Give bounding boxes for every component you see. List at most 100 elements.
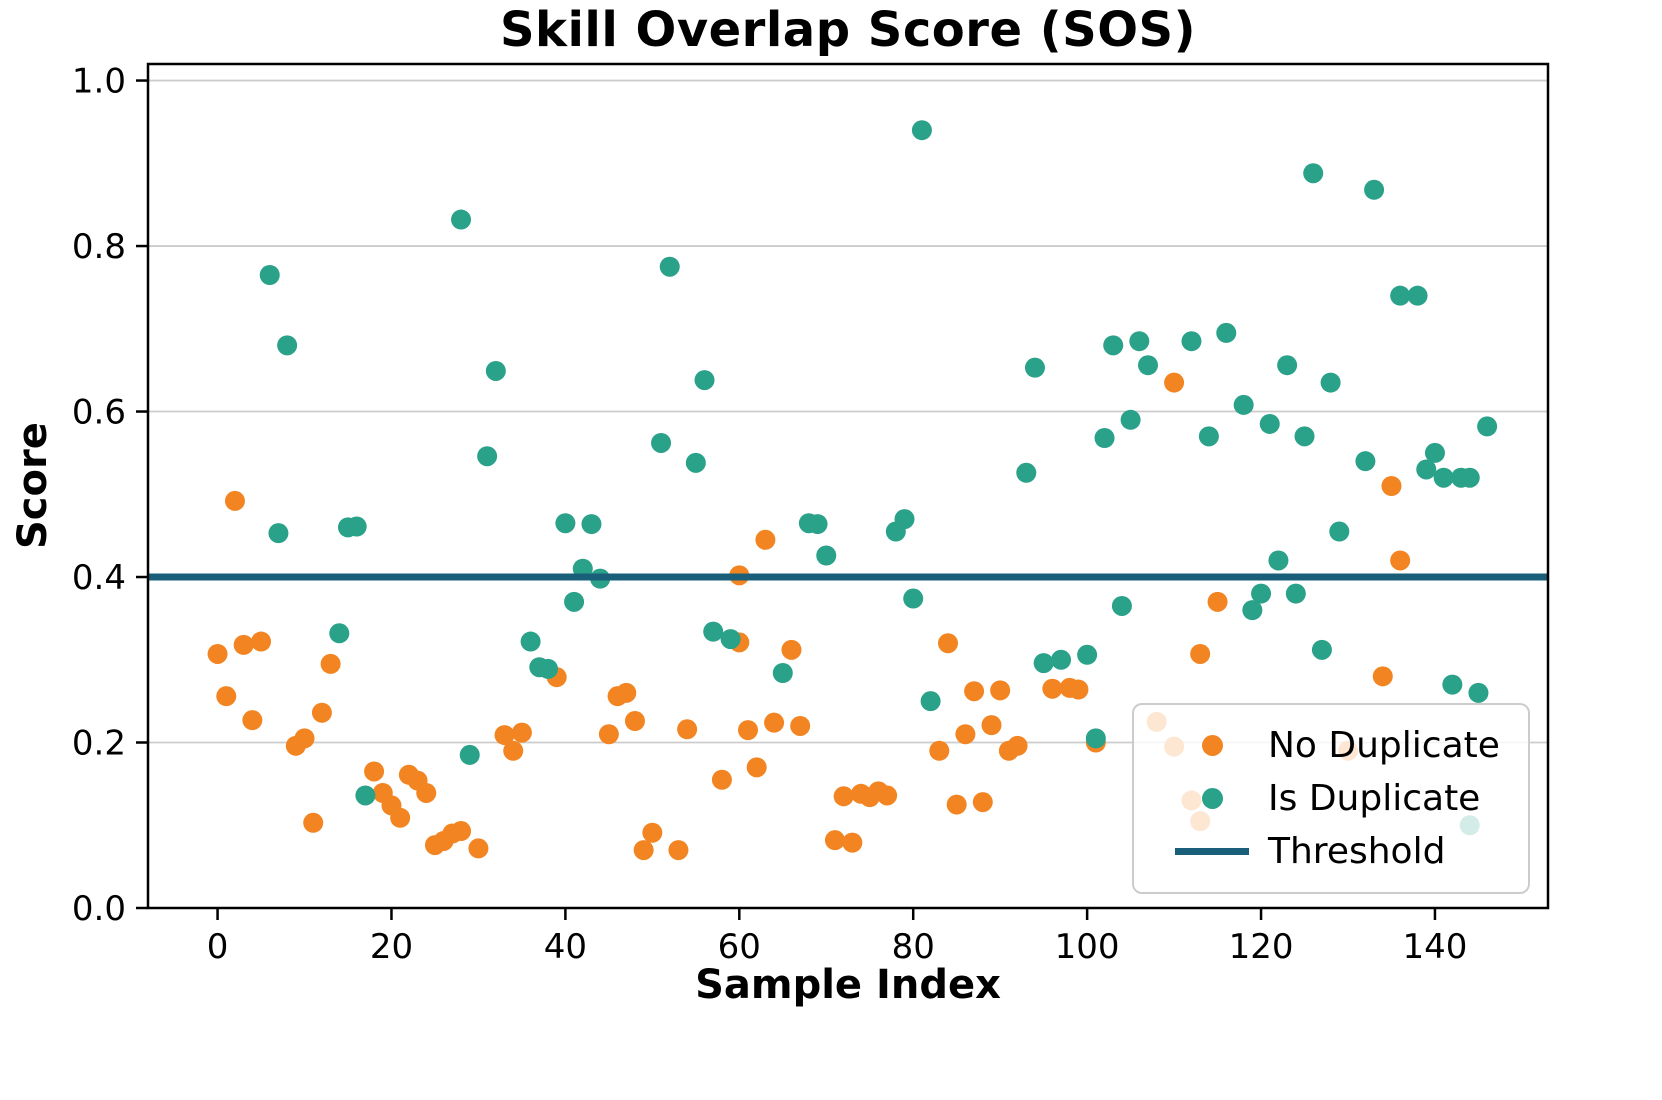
no-duplicate-dot-icon bbox=[1201, 735, 1223, 756]
scatter-point-is-duplicate bbox=[1424, 442, 1445, 463]
scatter-point-no-duplicate bbox=[833, 786, 854, 807]
scatter-point-no-duplicate bbox=[451, 821, 472, 842]
scatter-point-is-duplicate bbox=[1198, 426, 1219, 447]
scatter-point-is-duplicate bbox=[485, 360, 506, 381]
scatter-point-is-duplicate bbox=[1259, 413, 1280, 434]
scatter-point-no-duplicate bbox=[824, 830, 845, 851]
scatter-point-no-duplicate bbox=[242, 710, 263, 731]
scatter-point-is-duplicate bbox=[1433, 467, 1454, 488]
scatter-point-no-duplicate bbox=[711, 769, 732, 790]
plot-border bbox=[146, 62, 1550, 910]
scatter-point-no-duplicate bbox=[216, 686, 237, 707]
scatter-point-no-duplicate bbox=[877, 785, 898, 806]
scatter-point-is-duplicate bbox=[1120, 409, 1141, 430]
scatter-point-no-duplicate bbox=[764, 712, 785, 733]
scatter-point-no-duplicate bbox=[929, 740, 950, 761]
scatter-point-no-duplicate bbox=[303, 812, 324, 833]
scatter-point-is-duplicate bbox=[259, 265, 280, 285]
threshold-line-icon bbox=[1175, 848, 1249, 855]
scatter-point-no-duplicate bbox=[468, 838, 489, 859]
scatter-point-is-duplicate bbox=[1251, 583, 1272, 604]
scatter-point-is-duplicate bbox=[1442, 674, 1463, 695]
scatter-point-no-duplicate bbox=[938, 633, 958, 654]
scatter-point-no-duplicate bbox=[616, 682, 637, 703]
scatter-point-no-duplicate bbox=[1190, 643, 1211, 664]
scatter-point-is-duplicate bbox=[1077, 644, 1098, 665]
scatter-point-is-duplicate bbox=[1355, 451, 1376, 472]
x-axis-label: Sample Index bbox=[695, 962, 1001, 1008]
scatter-point-no-duplicate bbox=[677, 719, 698, 740]
legend-label-threshold: Threshold bbox=[1268, 831, 1446, 872]
legend-entry-is-duplicate: Is Duplicate bbox=[1170, 772, 1528, 825]
scatter-point-no-duplicate bbox=[668, 840, 689, 861]
scatter-point-is-duplicate bbox=[1181, 331, 1202, 352]
scatter-point-is-duplicate bbox=[538, 658, 558, 679]
scatter-point-is-duplicate bbox=[277, 335, 298, 356]
x-tick-label: 0 bbox=[207, 927, 229, 967]
scatter-point-is-duplicate bbox=[555, 513, 576, 534]
scatter-point-is-duplicate bbox=[1294, 426, 1315, 447]
x-tick-label: 20 bbox=[370, 927, 413, 967]
scatter-point-is-duplicate bbox=[920, 691, 941, 712]
scatter-point-no-duplicate bbox=[1207, 591, 1228, 612]
scatter-point-is-duplicate bbox=[1033, 653, 1054, 674]
scatter-point-no-duplicate bbox=[990, 680, 1011, 701]
scatter-point-is-duplicate bbox=[1459, 467, 1480, 488]
legend-label-is-duplicate: Is Duplicate bbox=[1268, 778, 1481, 819]
scatter-point-no-duplicate bbox=[781, 639, 802, 660]
y-axis-label: Score bbox=[10, 422, 56, 550]
scatter-point-no-duplicate bbox=[842, 832, 863, 853]
scatter-point-no-duplicate bbox=[1372, 666, 1393, 687]
legend-marker-cell bbox=[1170, 735, 1254, 756]
legend-marker-cell bbox=[1170, 848, 1254, 855]
scatter-point-is-duplicate bbox=[1285, 583, 1306, 604]
scatter-point-is-duplicate bbox=[1242, 600, 1263, 621]
scatter-point-is-duplicate bbox=[694, 370, 715, 391]
y-tick-label: 0.6 bbox=[72, 393, 126, 433]
x-tick-label: 120 bbox=[1229, 927, 1294, 967]
scatter-point-is-duplicate bbox=[329, 623, 350, 644]
scatter-point-no-duplicate bbox=[224, 490, 245, 511]
scatter-point-no-duplicate bbox=[207, 643, 228, 664]
scatter-point-is-duplicate bbox=[1051, 649, 1072, 670]
scatter-point-no-duplicate bbox=[598, 724, 619, 745]
scatter-point-no-duplicate bbox=[755, 529, 776, 550]
scatter-point-is-duplicate bbox=[659, 256, 680, 277]
legend-marker-cell bbox=[1170, 788, 1254, 809]
x-tick-label: 40 bbox=[544, 927, 587, 967]
scatter-point-no-duplicate bbox=[233, 634, 254, 655]
scatter-point-is-duplicate bbox=[1085, 728, 1106, 749]
scatter-point-is-duplicate bbox=[1233, 394, 1254, 415]
scatter-point-is-duplicate bbox=[268, 523, 289, 544]
scatter-point-is-duplicate bbox=[703, 621, 724, 642]
scatter-point-no-duplicate bbox=[503, 740, 524, 761]
scatter-point-is-duplicate bbox=[1407, 285, 1428, 306]
scatter-point-no-duplicate bbox=[1042, 678, 1063, 699]
legend-entry-no-duplicate: No Duplicate bbox=[1170, 719, 1528, 772]
chart-title: Skill Overlap Score (SOS) bbox=[499, 2, 1197, 58]
y-tick-label: 0.2 bbox=[72, 724, 126, 764]
scatter-point-is-duplicate bbox=[1303, 163, 1324, 184]
scatter-point-is-duplicate bbox=[1477, 416, 1498, 437]
scatter-point-no-duplicate bbox=[1068, 679, 1089, 700]
legend-entry-threshold: Threshold bbox=[1170, 825, 1528, 878]
scatter-point-is-duplicate bbox=[894, 509, 915, 530]
scatter-point-no-duplicate bbox=[972, 792, 993, 813]
is-duplicate-dot-icon bbox=[1201, 788, 1223, 809]
legend-label-no-duplicate: No Duplicate bbox=[1268, 725, 1500, 766]
x-tick-label: 80 bbox=[892, 927, 935, 967]
scatter-point-no-duplicate bbox=[320, 653, 341, 674]
x-tick-label: 140 bbox=[1403, 927, 1468, 967]
scatter-point-is-duplicate bbox=[451, 209, 472, 230]
scatter-point-is-duplicate bbox=[346, 516, 367, 537]
scatter-point-no-duplicate bbox=[738, 720, 758, 741]
scatter-point-no-duplicate bbox=[390, 807, 411, 828]
scatter-point-no-duplicate bbox=[364, 761, 385, 782]
y-tick-label: 0.4 bbox=[72, 558, 126, 598]
scatter-point-is-duplicate bbox=[911, 120, 932, 141]
scatter-point-no-duplicate bbox=[633, 840, 654, 861]
scatter-point-is-duplicate bbox=[581, 514, 602, 535]
scatter-point-is-duplicate bbox=[1094, 428, 1115, 449]
x-tick-label: 100 bbox=[1055, 927, 1120, 967]
